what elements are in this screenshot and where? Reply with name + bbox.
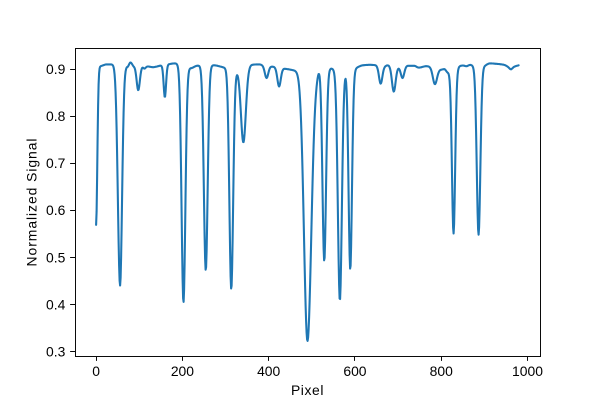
svg-text:0.6: 0.6	[46, 202, 66, 218]
svg-text:0.9: 0.9	[46, 61, 66, 77]
svg-text:200: 200	[171, 363, 194, 379]
svg-text:0: 0	[92, 363, 100, 379]
svg-text:Normalized Signal: Normalized Signal	[24, 138, 40, 267]
svg-text:0.8: 0.8	[46, 108, 66, 124]
svg-text:0.5: 0.5	[46, 249, 66, 265]
svg-text:0.7: 0.7	[46, 155, 66, 171]
svg-text:0.3: 0.3	[46, 343, 66, 359]
svg-text:1000: 1000	[512, 363, 543, 379]
svg-text:Pixel: Pixel	[291, 382, 324, 398]
svg-text:0.4: 0.4	[46, 296, 66, 312]
svg-text:600: 600	[343, 363, 366, 379]
svg-text:800: 800	[430, 363, 453, 379]
svg-text:400: 400	[257, 363, 280, 379]
